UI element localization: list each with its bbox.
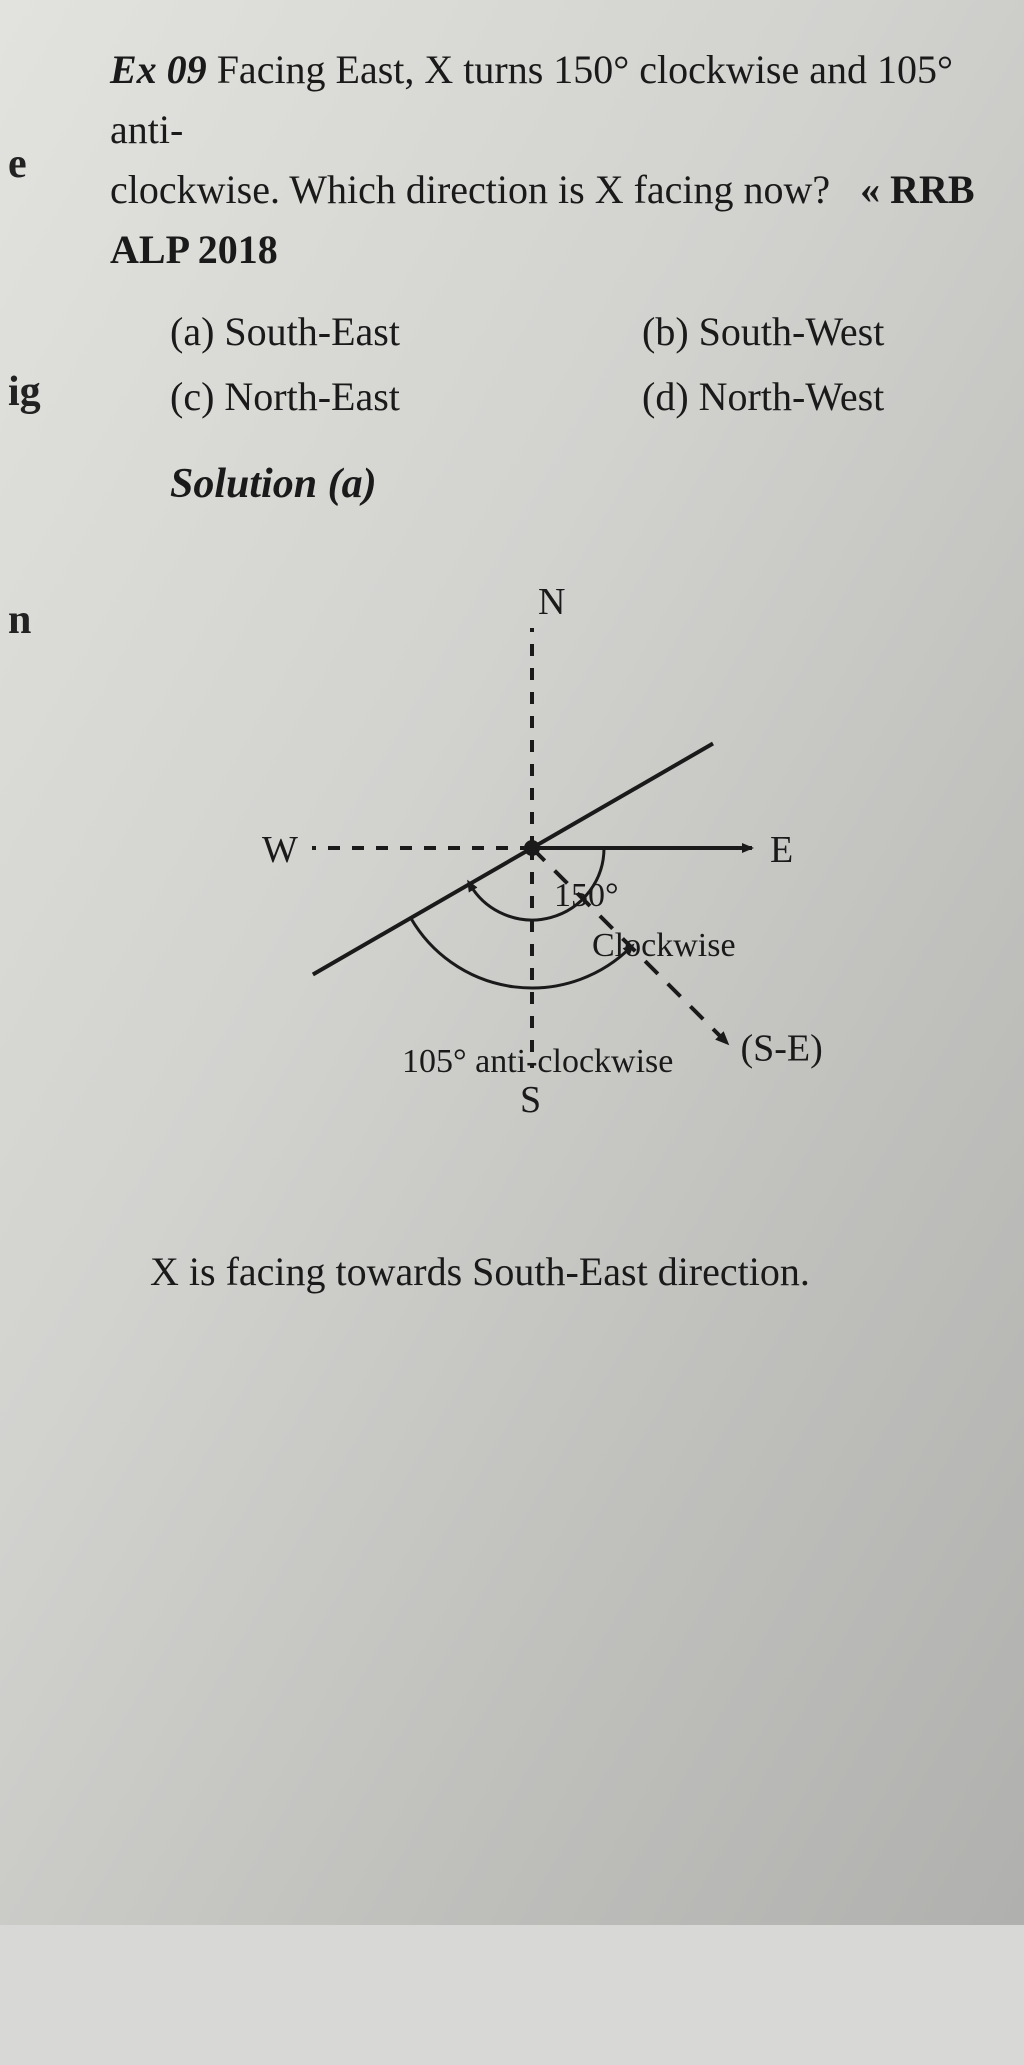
question-block: Ex 09 Facing East, X turns 150° clockwis…	[110, 40, 994, 280]
margin-frag-1: e	[0, 140, 27, 188]
question-line-2: clockwise. Which direction is X facing n…	[110, 167, 830, 212]
options-grid: (a) South-East (b) South-West (c) North-…	[170, 308, 994, 420]
option-b: (b) South-West	[642, 308, 994, 355]
svg-text:E: E	[770, 829, 793, 871]
option-c: (c) North-East	[170, 373, 522, 420]
svg-text:105° anti-clockwise: 105° anti-clockwise	[402, 1043, 673, 1080]
svg-text:(S-E): (S-E)	[740, 1027, 822, 1069]
direction-diagram: N E S W 150° Clockwise 105° anti-clockwise (S-E…	[232, 548, 872, 1188]
example-number: Ex 09	[110, 47, 207, 92]
solution-label: Solution (a)	[170, 460, 994, 508]
option-d: (d) North-West	[642, 373, 994, 420]
svg-text:N: N	[538, 581, 565, 623]
conclusion-text: X is facing towards South-East direction…	[150, 1248, 994, 1295]
option-a: (a) South-East	[170, 308, 522, 355]
margin-frag-3: n	[0, 596, 31, 644]
svg-text:Clockwise: Clockwise	[592, 927, 736, 964]
content: Ex 09 Facing East, X turns 150° clockwis…	[110, 40, 994, 1295]
svg-text:150°: 150°	[554, 877, 619, 914]
diagram-container: N E S W 150° Clockwise 105° anti-clockwise (S-E…	[110, 548, 994, 1188]
margin-frag-2: ig	[0, 368, 41, 416]
svg-text:W: W	[262, 829, 298, 871]
left-margin: e ig n	[0, 0, 70, 2065]
page: e ig n Ex 09 Facing East, X turns 150° c…	[0, 0, 1024, 1925]
svg-text:S: S	[520, 1079, 541, 1121]
question-line-1: Facing East, X turns 150° clockwise and …	[110, 47, 953, 152]
